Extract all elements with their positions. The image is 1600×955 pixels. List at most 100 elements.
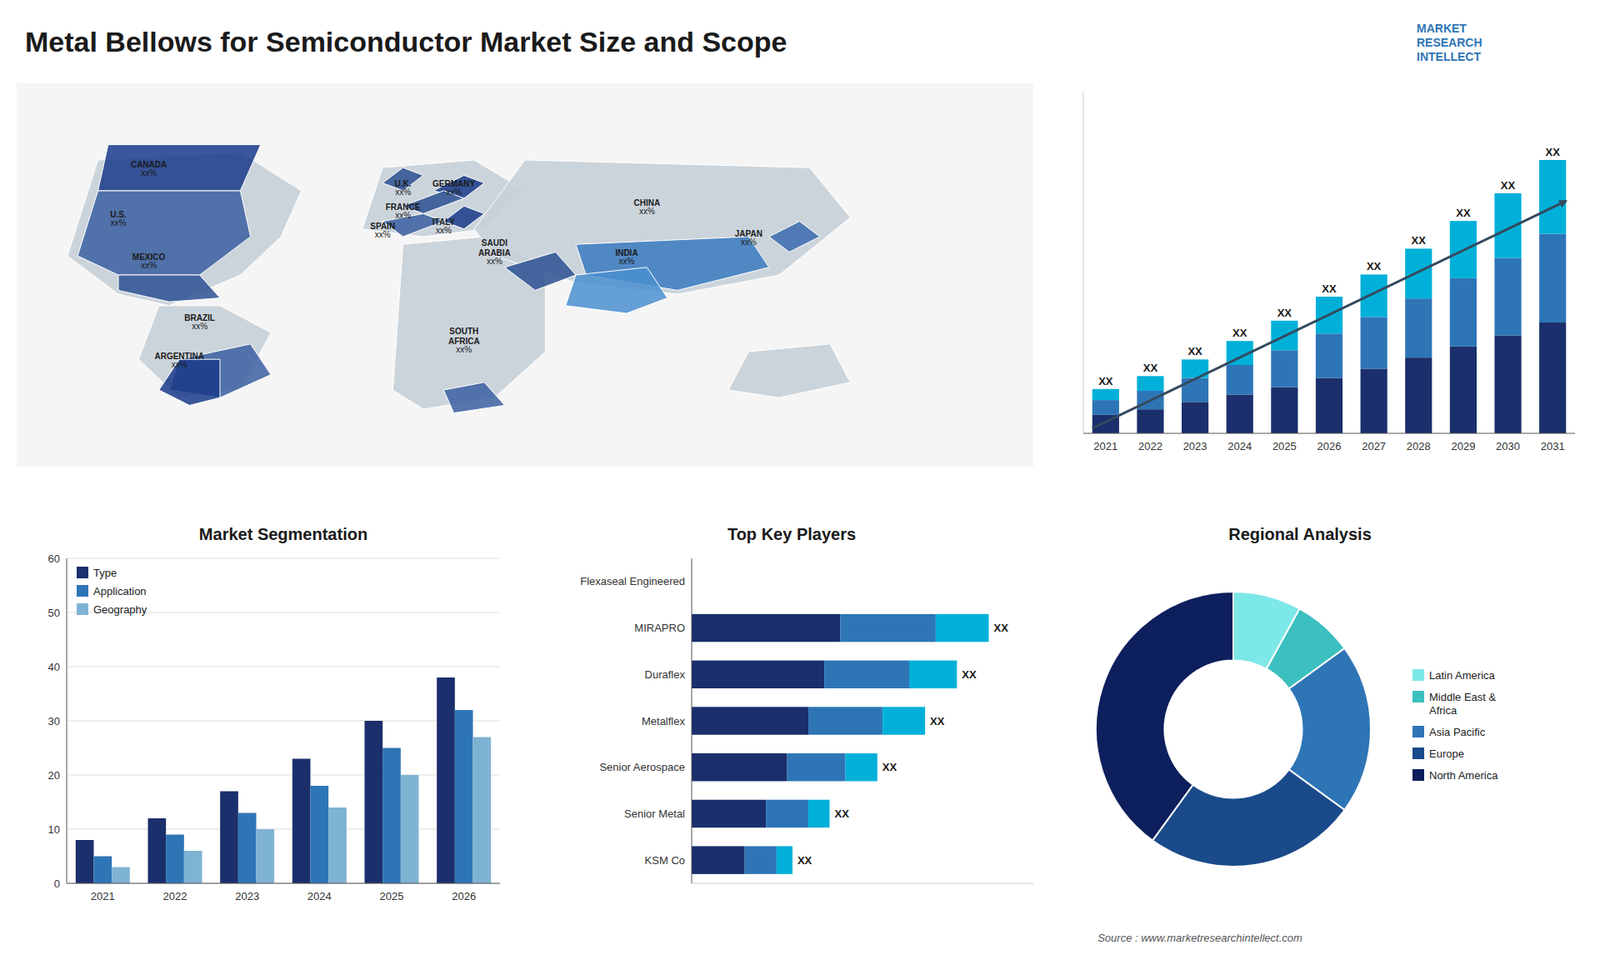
y-tick-label: 50 bbox=[48, 606, 60, 620]
map-value-label: xx% bbox=[445, 187, 462, 197]
y-axis-line bbox=[691, 558, 693, 884]
x-tick-label: 2023 bbox=[1183, 440, 1208, 453]
legend-swatch bbox=[1412, 769, 1425, 781]
data-label: XX bbox=[1143, 361, 1159, 375]
x-tick-label: 2029 bbox=[1450, 440, 1475, 453]
map-background bbox=[16, 83, 1034, 467]
x-tick-label: 2021 bbox=[1093, 440, 1118, 453]
map-value-label: xx% bbox=[140, 260, 157, 270]
bar-segment bbox=[1539, 160, 1566, 235]
bar-segment bbox=[1360, 274, 1388, 317]
y-tick-label: Flexaseal Engineered bbox=[580, 575, 685, 588]
grid-line bbox=[66, 666, 500, 668]
stacked-bar-chart: XX2021XX2022XX2023XX2024XX2025XX2026XX20… bbox=[1083, 91, 1575, 453]
data-label: XX bbox=[1500, 179, 1516, 192]
donut-chart: Regional AnalysisLatin AmericaMiddle Eas… bbox=[1095, 525, 1499, 867]
map-value-label: xx% bbox=[140, 168, 157, 178]
y-tick-label: 0 bbox=[54, 877, 60, 890]
legend: Latin AmericaMiddle East &AfricaAsia Pac… bbox=[1412, 669, 1499, 782]
map-value-label: xx% bbox=[395, 210, 411, 220]
bar-segment bbox=[745, 845, 777, 874]
legend: TypeApplicationGeography bbox=[76, 566, 148, 616]
data-label: XX bbox=[1411, 234, 1427, 247]
legend-swatch bbox=[1412, 725, 1425, 738]
bar-segment bbox=[1136, 409, 1164, 434]
data-label: XX bbox=[1321, 282, 1337, 295]
data-label: XX bbox=[835, 807, 850, 820]
bar-segment bbox=[1315, 378, 1343, 434]
country-shape bbox=[443, 382, 505, 414]
data-label: XX bbox=[1277, 306, 1293, 320]
data-label: XX bbox=[961, 668, 977, 681]
bar-segment bbox=[1270, 350, 1298, 387]
map-value-label: xx% bbox=[486, 256, 503, 266]
map: CANADAxx%U.S.xx%MEXICOxx%BRAZILxx%ARGENT… bbox=[16, 83, 1034, 467]
data-label: XX bbox=[882, 760, 898, 774]
map-value-label: xx% bbox=[639, 206, 655, 216]
bar-segment bbox=[935, 614, 990, 642]
bar-segment bbox=[1136, 375, 1164, 391]
grouped-bar-chart: Market Segmentation010203040506020212022… bbox=[48, 525, 500, 903]
legend-swatch bbox=[76, 585, 89, 597]
x-tick-label: 2028 bbox=[1406, 440, 1431, 453]
country-shape bbox=[505, 251, 576, 290]
bar-segment bbox=[909, 660, 957, 689]
bar-segment bbox=[691, 753, 788, 781]
bar-segment bbox=[1270, 387, 1298, 434]
bar bbox=[220, 791, 239, 885]
bar bbox=[365, 720, 384, 884]
bar-segment bbox=[1181, 378, 1209, 403]
bar bbox=[111, 867, 130, 885]
bar-segment bbox=[691, 706, 809, 735]
trend-arrow bbox=[1092, 200, 1567, 429]
bar bbox=[473, 737, 492, 885]
y-tick-label: 20 bbox=[48, 769, 60, 782]
plot-area bbox=[1092, 160, 1567, 434]
y-tick-label: Senior Metal bbox=[624, 807, 685, 820]
bar-segment bbox=[1181, 401, 1209, 434]
bar-segment bbox=[808, 706, 883, 735]
x-tick-label: 2031 bbox=[1540, 440, 1565, 453]
x-tick-label: 2024 bbox=[1227, 440, 1252, 453]
y-axis-line bbox=[66, 558, 68, 884]
y-tick-label: 60 bbox=[48, 552, 60, 565]
bar bbox=[400, 775, 420, 884]
data-label: XX bbox=[1455, 206, 1471, 220]
y-axis-line bbox=[1083, 91, 1085, 434]
x-axis-line bbox=[1083, 433, 1575, 435]
legend-label: Application bbox=[93, 585, 147, 598]
bar-segment bbox=[1405, 248, 1432, 299]
map-value-label: xx% bbox=[171, 360, 188, 370]
y-tick-label: Senior Aerospace bbox=[599, 760, 685, 774]
bar bbox=[75, 840, 95, 884]
continent-shape bbox=[728, 344, 850, 398]
data-label: XX bbox=[930, 715, 945, 728]
bar-segment bbox=[691, 800, 766, 828]
bar-segment bbox=[1450, 278, 1477, 347]
bar-segment bbox=[1092, 400, 1120, 415]
bar bbox=[184, 850, 203, 884]
bar-segment bbox=[776, 845, 793, 874]
legend-label: North America bbox=[1429, 769, 1499, 782]
horizontal-bar-chart: Top Key PlayersFlexaseal EngineeredXXMIR… bbox=[580, 525, 1034, 884]
data-label: XX bbox=[1187, 345, 1203, 358]
legend-label: Asia Pacific bbox=[1429, 725, 1486, 739]
plot-area bbox=[75, 677, 491, 884]
bar-segment bbox=[808, 800, 830, 828]
bar-segment bbox=[691, 660, 825, 689]
legend-swatch bbox=[1412, 747, 1425, 760]
bar-segment bbox=[787, 753, 846, 781]
x-tick-label: 2022 bbox=[163, 890, 188, 903]
data-label: XX bbox=[1366, 260, 1382, 273]
country-shape bbox=[159, 359, 220, 405]
bar-segment bbox=[1315, 333, 1343, 378]
chart-title: Market Segmentation bbox=[199, 525, 368, 544]
bar-segment bbox=[1494, 335, 1521, 434]
donut-slice bbox=[1095, 591, 1234, 840]
legend-swatch bbox=[76, 566, 89, 579]
x-tick-label: 2024 bbox=[307, 890, 332, 903]
grid-line bbox=[66, 829, 500, 830]
bar bbox=[328, 807, 347, 884]
x-tick-label: 2026 bbox=[1317, 440, 1342, 453]
bar-segment bbox=[1405, 357, 1432, 434]
